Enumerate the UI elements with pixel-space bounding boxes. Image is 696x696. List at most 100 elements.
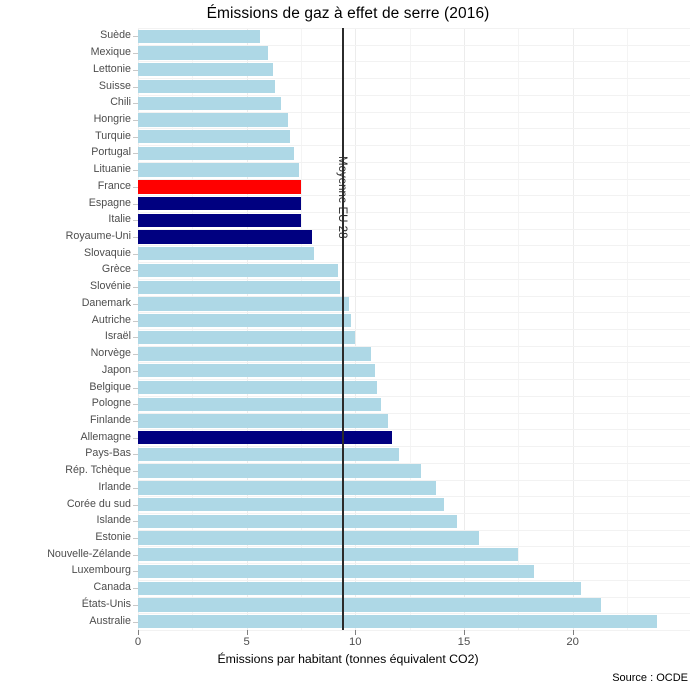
bar-autriche bbox=[138, 313, 351, 328]
y-tick-mark bbox=[133, 170, 138, 172]
gridline-horizontal bbox=[138, 145, 690, 147]
bar-finlande bbox=[138, 414, 388, 428]
bar-turquie bbox=[138, 130, 291, 144]
gridline-horizontal bbox=[138, 362, 690, 364]
gridline-horizontal bbox=[138, 211, 690, 213]
y-tick-label: Turquie bbox=[95, 129, 131, 142]
y-tick-mark bbox=[133, 604, 138, 606]
x-tick-label: 0 bbox=[134, 636, 142, 648]
gridline-horizontal bbox=[138, 613, 690, 615]
y-tick-mark bbox=[133, 303, 138, 305]
bar-luxembourg bbox=[138, 564, 534, 579]
bar-japon bbox=[138, 364, 375, 378]
gridline-horizontal bbox=[138, 529, 690, 531]
bar-mexique bbox=[138, 46, 269, 60]
gridline-horizontal bbox=[138, 228, 690, 230]
gridline-horizontal bbox=[138, 512, 690, 514]
y-tick-label: Pologne bbox=[91, 397, 131, 410]
x-tick-mark bbox=[355, 630, 357, 635]
bar-nouvelle-z-lande bbox=[138, 548, 519, 562]
y-tick-mark bbox=[133, 437, 138, 439]
y-tick-mark bbox=[133, 454, 138, 456]
gridline-horizontal bbox=[138, 278, 690, 280]
bar-lettonie bbox=[138, 63, 273, 77]
y-tick-label: Italie bbox=[108, 213, 131, 226]
gridline-horizontal bbox=[138, 412, 690, 414]
bar-estonie bbox=[138, 531, 480, 545]
bar-slov-nie bbox=[138, 280, 341, 294]
y-tick-label: États-Unis bbox=[81, 597, 131, 610]
x-tick-label: 20 bbox=[566, 636, 579, 648]
y-tick-mark bbox=[133, 588, 138, 590]
y-tick-mark bbox=[133, 86, 138, 88]
y-tick-mark bbox=[133, 153, 138, 155]
y-tick-label: Canada bbox=[93, 581, 131, 594]
gridline-horizontal bbox=[138, 479, 690, 481]
y-tick-label: Grèce bbox=[101, 263, 131, 276]
gridline-horizontal bbox=[138, 128, 690, 130]
gridline-horizontal bbox=[138, 262, 690, 264]
bar-portugal bbox=[138, 146, 295, 161]
reference-line bbox=[342, 28, 345, 630]
bar-r-p-tch-que bbox=[138, 464, 421, 478]
gridline-horizontal bbox=[138, 195, 690, 197]
x-tick-mark bbox=[463, 630, 465, 635]
gridline-horizontal bbox=[138, 111, 690, 113]
bar-slovaquie bbox=[138, 247, 315, 261]
gridline-horizontal bbox=[138, 446, 690, 448]
x-tick-label: 10 bbox=[349, 636, 362, 648]
gridline-horizontal bbox=[138, 78, 690, 80]
bar-espagne bbox=[138, 196, 301, 211]
y-tick-label: France bbox=[97, 179, 131, 192]
y-tick-label: Japon bbox=[101, 363, 131, 376]
gridline-horizontal bbox=[138, 312, 690, 314]
y-tick-label: Finlande bbox=[90, 413, 131, 426]
bar-belgique bbox=[138, 380, 378, 395]
gridline-horizontal bbox=[138, 579, 690, 581]
y-tick-label: Slovaquie bbox=[84, 246, 131, 259]
y-tick-mark bbox=[133, 404, 138, 406]
y-tick-mark bbox=[133, 287, 138, 289]
y-tick-mark bbox=[133, 320, 138, 322]
y-tick-mark bbox=[133, 53, 138, 55]
gridline-horizontal bbox=[138, 429, 690, 431]
bar-pays-bas bbox=[138, 447, 399, 462]
y-tick-mark bbox=[133, 36, 138, 38]
x-tick-mark bbox=[246, 630, 248, 635]
y-tick-mark bbox=[133, 203, 138, 205]
y-tick-mark bbox=[133, 538, 138, 540]
bar-gr-ce bbox=[138, 263, 338, 278]
y-tick-label: Lituanie bbox=[93, 163, 131, 176]
gridline-horizontal bbox=[138, 345, 690, 347]
y-tick-mark bbox=[133, 237, 138, 239]
bar-irlande bbox=[138, 481, 436, 495]
y-tick-label: Allemagne bbox=[80, 430, 132, 443]
gridline-horizontal bbox=[138, 563, 690, 565]
y-tick-mark bbox=[133, 119, 138, 121]
bar-norv-ge bbox=[138, 347, 371, 361]
y-tick-label: Irlande bbox=[98, 480, 131, 493]
bar-canada bbox=[138, 581, 582, 595]
y-tick-mark bbox=[133, 487, 138, 489]
y-tick-mark bbox=[133, 521, 138, 523]
y-tick-label: Luxembourg bbox=[71, 564, 131, 577]
y-tick-label: Corée du sud bbox=[66, 497, 131, 510]
reference-line-label: Moyenne EU 28 bbox=[336, 156, 349, 239]
bar-isra-l bbox=[138, 330, 356, 345]
y-tick-mark bbox=[133, 354, 138, 356]
bar-hongrie bbox=[138, 113, 288, 127]
x-axis-title: Émissions par habitant (tonnes équivalen… bbox=[217, 652, 479, 666]
gridline-horizontal bbox=[138, 546, 690, 548]
y-tick-mark bbox=[133, 370, 138, 372]
y-tick-mark bbox=[133, 270, 138, 272]
y-tick-mark bbox=[133, 471, 138, 473]
x-tick-label: 15 bbox=[457, 636, 471, 648]
gridline-horizontal bbox=[138, 28, 690, 29]
gridline-horizontal bbox=[138, 395, 690, 397]
bar-italie bbox=[138, 213, 301, 227]
gridline-horizontal bbox=[138, 496, 690, 498]
y-tick-label: Rép. Tchèque bbox=[65, 464, 131, 477]
bar-lituanie bbox=[138, 163, 299, 177]
bar-pologne bbox=[138, 397, 382, 411]
